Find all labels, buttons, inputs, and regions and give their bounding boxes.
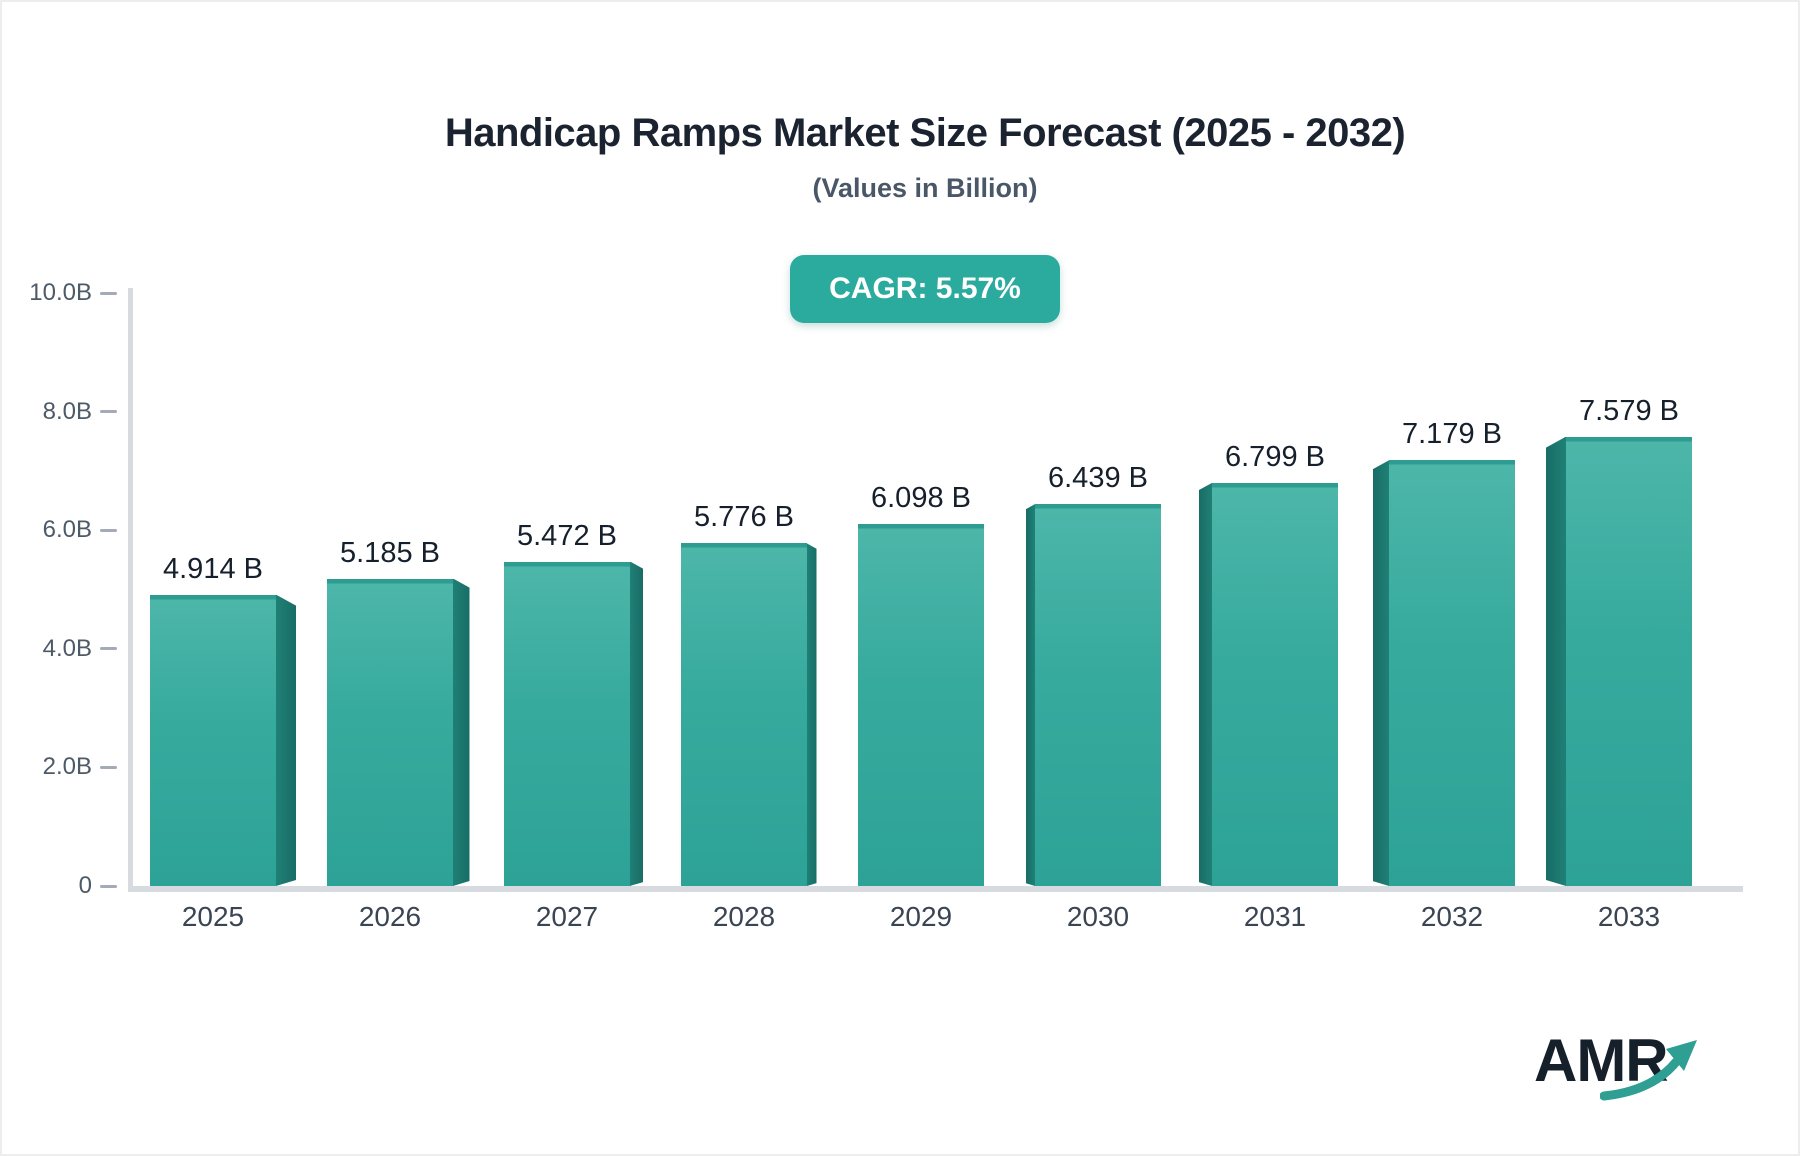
y-tick-dash: [100, 410, 117, 414]
y-tick-dash: [100, 765, 117, 769]
bar-value-label-2033: 7.579 B: [1579, 394, 1679, 427]
bar-value-label-2030: 6.439 B: [1048, 462, 1148, 495]
bar-value-label-2029: 6.098 B: [871, 482, 971, 515]
bar-side-face-2025: [276, 595, 296, 886]
y-tick-dash: [100, 884, 117, 888]
x-axis-label-2033: 2033: [1597, 901, 1661, 932]
y-tick-label-4.0B: 4.0B: [42, 634, 92, 662]
x-axis-label-2025: 2025: [181, 901, 245, 932]
bar-side-face-2032: [1373, 460, 1390, 886]
cagr-badge: CAGR: 5.57%: [790, 255, 1060, 323]
x-axis-label-2026: 2026: [358, 901, 422, 932]
bar-value-label-2031: 6.799 B: [1225, 440, 1325, 473]
x-axis-label-2027: 2027: [535, 901, 599, 932]
bar-value-label-2027: 5.472 B: [517, 519, 617, 552]
bar-value-label-2026: 5.185 B: [340, 536, 440, 569]
bar-2030: [1035, 504, 1161, 886]
chart-title: Handicap Ramps Market Size Forecast (202…: [444, 111, 1406, 155]
y-tick-label-2.0B: 2.0B: [42, 753, 92, 781]
y-tick-dash: [100, 291, 117, 295]
y-tick-label-0: 0: [78, 872, 92, 899]
bar-side-face-2030: [1026, 504, 1036, 886]
bar-side-face-2028: [807, 543, 817, 886]
bar-value-label-2028: 5.776 B: [694, 501, 794, 534]
y-tick-dash: [100, 528, 117, 532]
cagr-badge-label: CAGR: 5.57%: [829, 272, 1021, 305]
chart-header: Handicap Ramps Market Size Forecast (202…: [130, 0, 1720, 205]
y-tick-dash: [100, 647, 117, 651]
bar-value-label-2032: 7.179 B: [1402, 418, 1502, 451]
y-axis-line: [128, 288, 133, 892]
x-axis-baseline: [128, 886, 1743, 892]
bar-side-face-2026: [453, 579, 470, 886]
x-axis-label-2030: 2030: [1066, 901, 1130, 932]
bar-2032: [1389, 460, 1515, 886]
x-axis-label-2028: 2028: [712, 901, 776, 932]
bar-2029: [858, 524, 984, 886]
bar-2033: [1566, 436, 1692, 886]
bar-2027: [504, 561, 630, 886]
bar-side-face-2033: [1546, 437, 1566, 886]
x-axis-label-2032: 2032: [1420, 901, 1484, 932]
chart-subtitle: (Values in Billion): [812, 173, 1038, 203]
x-axis-label-2031: 2031: [1243, 901, 1307, 932]
growth-arrow-icon: [1600, 1040, 1697, 1101]
y-tick-label-8.0B: 8.0B: [42, 397, 92, 425]
y-tick-label-10.0B: 10.0B: [29, 279, 92, 306]
bar-2031: [1212, 482, 1338, 886]
bar-2026: [327, 578, 453, 886]
bar-value-label-2025: 4.914 B: [163, 552, 263, 585]
bar-2028: [681, 543, 807, 886]
bar-2025: [150, 594, 276, 886]
bar-side-face-2027: [630, 562, 643, 886]
x-axis-label-2029: 2029: [889, 901, 953, 932]
y-tick-label-6.0B: 6.0B: [42, 516, 92, 544]
bar-side-face-2031: [1199, 483, 1212, 886]
amr-logo: AMR: [1528, 1028, 1738, 1120]
